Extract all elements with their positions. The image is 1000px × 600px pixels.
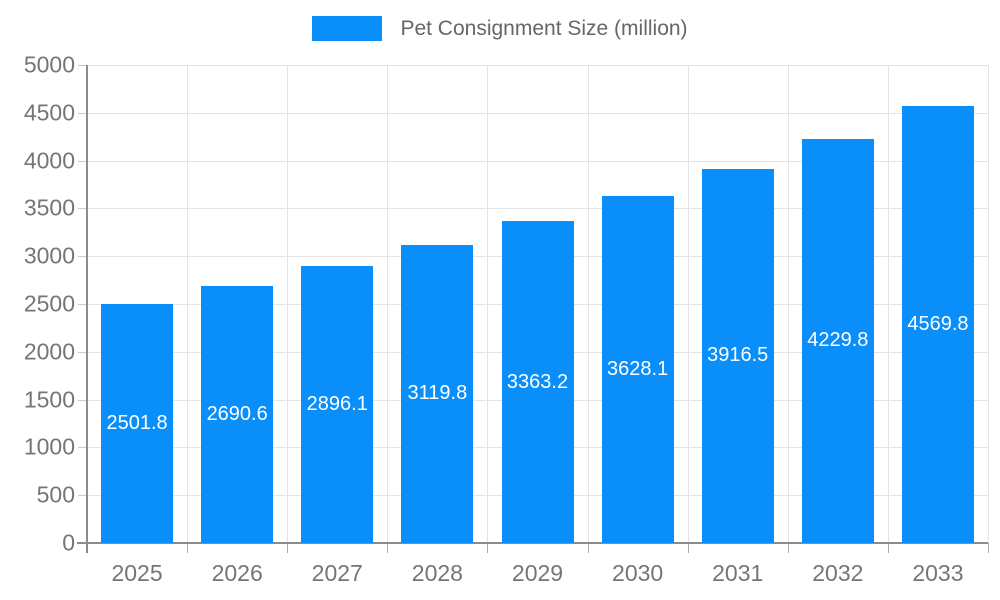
y-axis-label: 1500 [23,386,75,413]
y-axis-label: 0 [62,529,75,556]
legend-swatch [312,16,383,41]
y-axis-label: 2000 [23,338,75,365]
chart-legend: Pet Consignment Size (million) [0,16,1000,41]
y-axis-tick [78,112,87,114]
x-axis-tick [787,543,789,553]
y-axis-label: 3000 [23,242,75,269]
bar-value-label: 2896.1 [306,393,368,416]
gridline-vertical [787,65,789,543]
y-axis-tick [78,65,87,66]
y-axis-label: 3500 [23,194,75,221]
x-axis-label: 2030 [612,560,664,586]
y-axis-tick [78,495,87,497]
x-axis-tick [387,543,389,553]
gridline-horizontal [87,208,988,210]
y-axis-tick [78,160,87,162]
x-axis-tick [687,543,689,553]
y-axis-label: 4500 [23,99,75,126]
legend-label: Pet Consignment Size (million) [400,16,688,40]
bar[interactable]: 3363.2 [501,221,574,543]
y-axis-line [86,65,88,553]
y-axis-label: 2500 [23,290,75,317]
y-axis-label: 1000 [23,433,75,460]
bar-value-label: 3916.5 [707,344,769,367]
x-axis-tick [187,543,189,553]
bar-value-label: 2690.6 [206,402,268,425]
x-axis-label: 2028 [411,560,463,586]
x-axis-tick [887,543,889,553]
gridline-vertical [187,65,189,543]
x-axis-label: 2025 [111,560,163,586]
gridline-vertical [287,65,289,543]
y-axis-tick [78,304,87,305]
bar[interactable]: 3628.1 [601,196,674,543]
y-axis-tick [78,351,87,353]
bar[interactable]: 3916.5 [701,168,774,543]
x-axis-tick [988,543,989,553]
gridline-vertical [387,65,389,543]
x-axis-label: 2031 [712,560,764,586]
gridline-vertical [687,65,689,543]
y-axis-label: 500 [36,481,75,508]
x-axis-tick [587,543,589,553]
legend-item[interactable]: Pet Consignment Size (million) [312,16,688,41]
y-axis-label: 4000 [23,147,75,174]
x-axis-label: 2027 [311,560,363,586]
y-axis-tick [78,447,87,449]
bar[interactable]: 3119.8 [401,244,474,543]
bar[interactable]: 4569.8 [901,106,974,543]
y-axis-tick [78,208,87,210]
gridline-horizontal [87,65,988,66]
bar-value-label: 2501.8 [106,411,168,434]
x-axis-label: 2029 [511,560,564,586]
gridline-vertical [587,65,589,543]
bar-value-label: 3628.1 [607,358,669,381]
bar[interactable]: 2896.1 [301,266,374,543]
gridline-vertical [988,65,989,543]
x-axis-label: 2033 [912,560,964,586]
y-axis-tick [78,256,87,258]
bar[interactable]: 2501.8 [101,303,174,543]
x-axis-label: 2026 [211,560,263,586]
y-axis-label: 5000 [23,51,75,78]
gridline-vertical [487,65,489,543]
bar[interactable]: 2690.6 [201,285,274,543]
bar[interactable]: 4229.8 [801,138,874,543]
y-axis-tick [78,399,87,401]
bar-value-label: 3363.2 [506,370,569,393]
bar-value-label: 3119.8 [407,382,468,405]
gridline-horizontal [87,160,988,162]
x-axis-tick [487,543,489,553]
bar-value-label: 4569.8 [907,313,969,336]
x-axis-line [77,542,988,544]
gridline-vertical [887,65,889,543]
x-axis-label: 2032 [812,560,864,586]
gridline-horizontal [87,112,988,114]
bar-value-label: 4229.8 [807,329,869,352]
x-axis-tick [287,543,289,553]
